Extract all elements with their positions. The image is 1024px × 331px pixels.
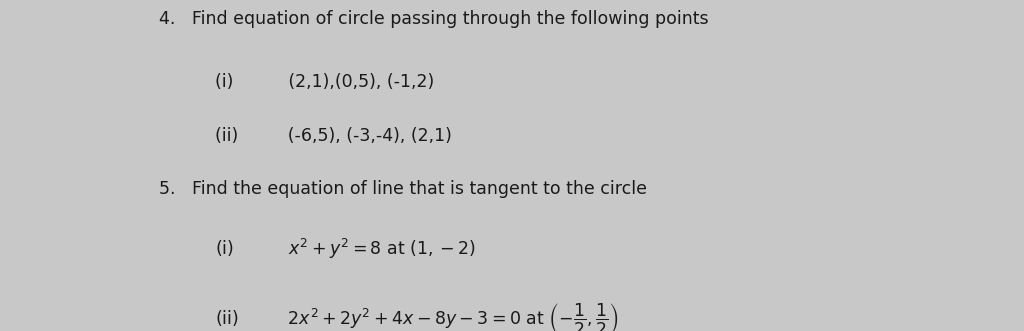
Text: 4.   Find equation of circle passing through the following points: 4. Find equation of circle passing throu… [159,10,709,28]
Text: (ii)         $2x^2+2y^2+4x-8y-3=0$ at $\left(-\dfrac{1}{2},\dfrac{1}{2}\right)$: (ii) $2x^2+2y^2+4x-8y-3=0$ at $\left(-\d… [215,301,618,331]
Text: (ii)         (-6,5), (-3,-4), (2,1): (ii) (-6,5), (-3,-4), (2,1) [215,127,452,145]
Text: (i)          $x^2+y^2=8$ at $(1,-2)$: (i) $x^2+y^2=8$ at $(1,-2)$ [215,237,476,261]
Text: (i)          (2,1),(0,5), (-1,2): (i) (2,1),(0,5), (-1,2) [215,73,434,91]
Text: 5.   Find the equation of line that is tangent to the circle: 5. Find the equation of line that is tan… [159,180,647,198]
